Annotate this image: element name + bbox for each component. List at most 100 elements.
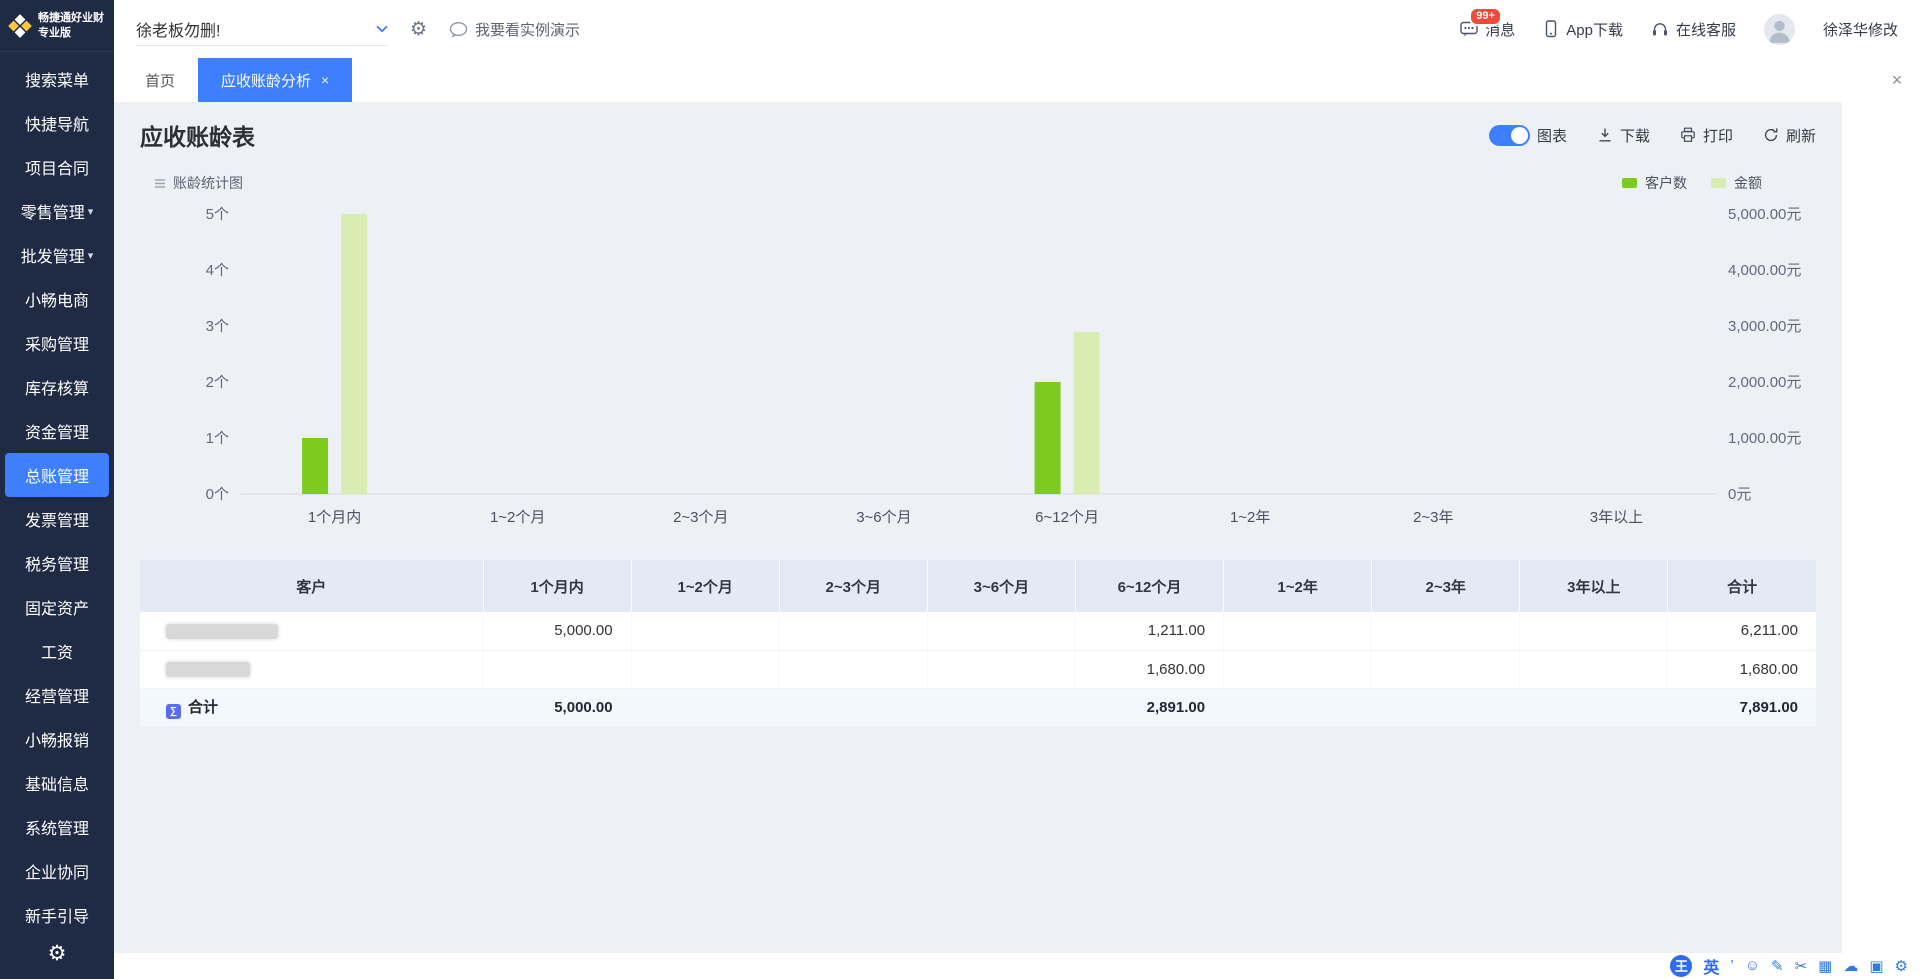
table-cell [1223,650,1373,689]
table-cell: 5,000.00 [483,688,632,727]
svg-text:1个: 1个 [206,430,229,447]
sidebar-item[interactable]: 企业协同 [0,849,114,893]
sidebar-item[interactable]: 资金管理 [0,409,114,453]
demo-link[interactable]: 我要看实例演示 [449,19,580,40]
tab-bar: 首页 应收账龄分析 × × [114,58,1920,102]
table-cell: 1,680.00 [1075,650,1225,689]
sidebar-item[interactable]: 小畅电商 [0,277,114,321]
svg-text:3,000.00元: 3,000.00元 [1728,318,1801,335]
download-button[interactable]: 下载 [1597,125,1650,146]
table-cell [631,688,780,727]
message-icon [1460,21,1478,37]
svg-text:2~3个月: 2~3个月 [673,509,728,526]
table-cell [631,650,780,689]
sidebar-item-label: 经营管理 [24,689,89,706]
sidebar-item[interactable]: 税务管理 [0,541,114,585]
sidebar-item[interactable]: 快捷导航 [0,101,114,145]
legend-label: 客户数 [1645,175,1687,191]
tab-label: 首页 [145,72,176,90]
keyboard-icon[interactable]: ▦ [1818,957,1833,975]
table-header-cell: 3~6个月 [927,560,1076,612]
close-icon[interactable]: × [321,72,330,88]
avatar[interactable] [1763,13,1795,45]
tab[interactable]: 首页 [122,58,198,102]
chart-toggle-control: 图表 [1488,124,1567,146]
close-panel-button[interactable]: × [1874,58,1920,102]
sidebar-item[interactable]: 经营管理 [0,673,114,717]
company-select[interactable]: 徐老板勿删! [136,12,388,46]
phone-icon [1546,20,1557,38]
table-row[interactable]: 5,000.00 1,211.00 6,211.00 [140,612,1816,651]
table-row[interactable]: 1,680.00 1,680.00 [140,650,1816,689]
chart-legend: 客户数 金额 [1622,173,1802,193]
scissors-icon[interactable]: ✂ [1794,957,1808,975]
svg-text:4个: 4个 [206,262,229,279]
punctuation-icon[interactable]: ’ [1730,957,1734,974]
legend-item[interactable]: 金额 [1711,173,1762,193]
gear-icon[interactable]: ⚙ [1894,957,1908,975]
svg-text:6~12个月: 6~12个月 [1035,509,1099,526]
sidebar-item[interactable]: 总账管理 [5,453,109,497]
ime-language-indicator[interactable]: 英 [1703,959,1720,977]
refresh-button[interactable]: 刷新 [1763,125,1816,146]
sidebar-item[interactable]: 搜索菜单 [0,57,114,101]
legend-swatch [1622,178,1637,188]
table-cell [1223,688,1373,727]
sidebar-item-label: 固定资产 [24,601,89,618]
sidebar-settings-button[interactable]: ⚙ [0,927,114,979]
svg-text:2,000.00元: 2,000.00元 [1728,374,1801,391]
settings-gear-button[interactable]: ⚙ [410,18,427,41]
tab[interactable]: 应收账龄分析 × [198,58,353,102]
topbar-right: 99+ 消息 App下载 [1460,6,1898,45]
svg-text:1~2个月: 1~2个月 [490,509,545,526]
sidebar-item[interactable]: 工资 [0,629,114,673]
ime-logo[interactable]: 王 [1670,954,1693,977]
messages-button[interactable]: 99+ 消息 [1460,6,1515,40]
sidebar-item[interactable]: 库存核算 [0,365,114,409]
svg-text:4,000.00元: 4,000.00元 [1728,262,1801,279]
chart-header: 账龄统计图 客户数 金额 [140,168,1816,198]
sidebar-item-label: 资金管理 [24,425,89,442]
demo-link-label: 我要看实例演示 [475,21,581,39]
chart-toggle[interactable] [1488,124,1530,146]
sidebar-item-label: 企业协同 [24,865,89,882]
gear-icon: ⚙ [47,941,67,965]
svg-text:5,000.00元: 5,000.00元 [1728,206,1801,223]
sidebar-item[interactable]: 基础信息 [0,761,114,805]
app-download-button[interactable]: App下载 [1543,19,1623,40]
sidebar-item-label: 工资 [40,645,73,662]
sidebar-item-label: 总账管理 [24,469,89,486]
pencil-icon[interactable]: ✎ [1771,957,1784,975]
toolbox-icon[interactable]: ▣ [1869,957,1884,975]
sidebar-menu: 搜索菜单快捷导航项目合同 零售管理 ▾ 批发管理 ▾ 小畅电商 采购管理 库存核算资金管理总账… [0,52,114,927]
sidebar-item-label: 税务管理 [24,557,89,574]
table-header-cell: 合计 [1667,560,1816,612]
page-controls: 图表 下载 [1488,124,1816,146]
table-cell [779,650,928,689]
gear-icon: ⚙ [410,18,428,40]
sidebar-item[interactable]: 系统管理 [0,805,114,849]
username-label: 徐泽华修改 [1822,21,1898,39]
sidebar-item-label: 快捷导航 [24,117,89,134]
sidebar-item[interactable]: 发票管理 [0,497,114,541]
close-icon: × [1891,69,1903,90]
username-menu[interactable]: 徐泽华修改 [1823,19,1898,40]
sidebar-item[interactable]: 固定资产 [0,585,114,629]
online-service-button[interactable]: 在线客服 [1651,19,1736,40]
svg-text:1个月内: 1个月内 [308,509,361,526]
sidebar-item[interactable]: 项目合同 [0,145,114,189]
svg-text:0元: 0元 [1728,486,1751,503]
cloud-icon[interactable]: ☁ [1843,957,1859,975]
table-header-cell: 2~3年 [1371,560,1521,612]
sidebar-item[interactable]: 零售管理 ▾ [0,189,114,233]
emoji-icon[interactable]: ☺ [1744,957,1761,974]
logo-subtitle: 专业版 [38,26,71,39]
legend-item[interactable]: 客户数 [1622,173,1687,193]
table-cell [927,650,1076,689]
table-cell [483,650,632,689]
sidebar-item[interactable]: 小畅报销 [0,717,114,761]
sidebar-item[interactable]: 批发管理 ▾ [0,233,114,277]
sidebar-item[interactable]: 采购管理 [0,321,114,365]
print-button[interactable]: 打印 [1680,125,1733,146]
sidebar-item[interactable]: 新手引导 [0,893,114,927]
